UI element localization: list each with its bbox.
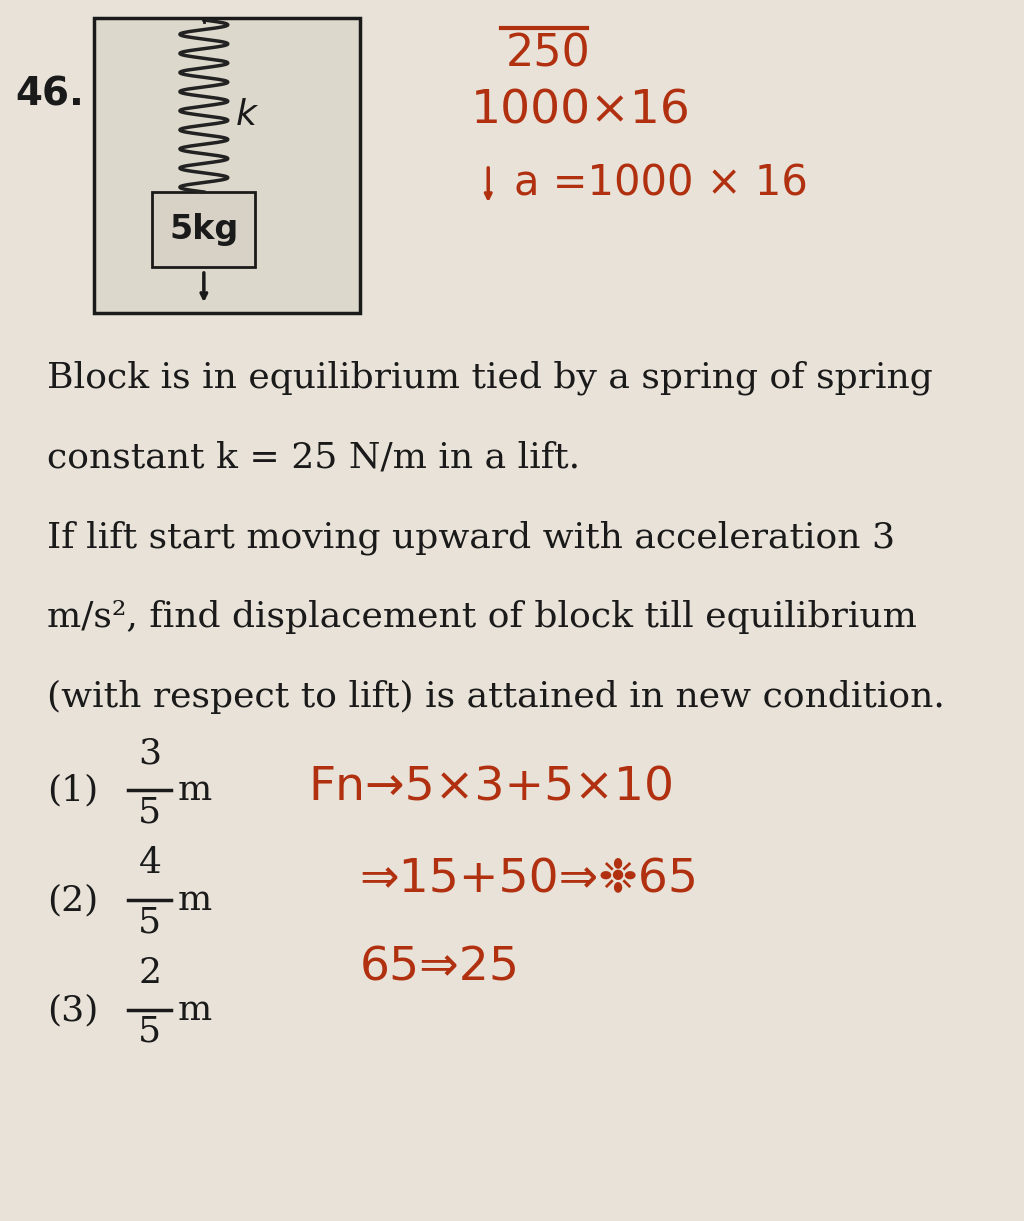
Text: 5kg: 5kg	[169, 212, 239, 245]
Text: constant k = 25 N/m in a lift.: constant k = 25 N/m in a lift.	[47, 440, 581, 474]
Text: (1): (1)	[47, 773, 98, 807]
Text: 46.: 46.	[15, 74, 84, 114]
Text: If lift start moving upward with acceleration 3: If lift start moving upward with acceler…	[47, 520, 895, 554]
Text: (3): (3)	[47, 993, 98, 1027]
Text: ⇒15+50⇒❉65: ⇒15+50⇒❉65	[359, 857, 698, 902]
Text: 2: 2	[138, 956, 162, 990]
Bar	[153, 192, 255, 267]
Text: Block is in equilibrium tied by a spring of spring: Block is in equilibrium tied by a spring…	[47, 360, 933, 394]
Text: (2): (2)	[47, 883, 98, 917]
Text: m: m	[177, 773, 212, 807]
Text: 5: 5	[138, 905, 162, 939]
Text: k: k	[236, 98, 256, 132]
Text: (with respect to lift) is attained in new condition.: (with respect to lift) is attained in ne…	[47, 680, 945, 714]
Text: 3: 3	[138, 736, 162, 770]
Text: 250: 250	[506, 32, 590, 74]
Text: m/s², find displacement of block till equilibrium: m/s², find displacement of block till eq…	[47, 600, 916, 634]
Text: 5: 5	[138, 1015, 162, 1049]
Text: Fn→5×3+5×10: Fn→5×3+5×10	[308, 766, 675, 811]
Text: 65⇒25: 65⇒25	[359, 945, 520, 990]
Text: m: m	[177, 883, 212, 917]
Text: 1000×16: 1000×16	[471, 88, 691, 133]
Text: 5: 5	[138, 795, 162, 829]
Text: a =1000 × 16: a =1000 × 16	[514, 162, 808, 204]
Text: m: m	[177, 993, 212, 1027]
Bar	[94, 18, 359, 313]
Text: 4: 4	[138, 846, 162, 880]
